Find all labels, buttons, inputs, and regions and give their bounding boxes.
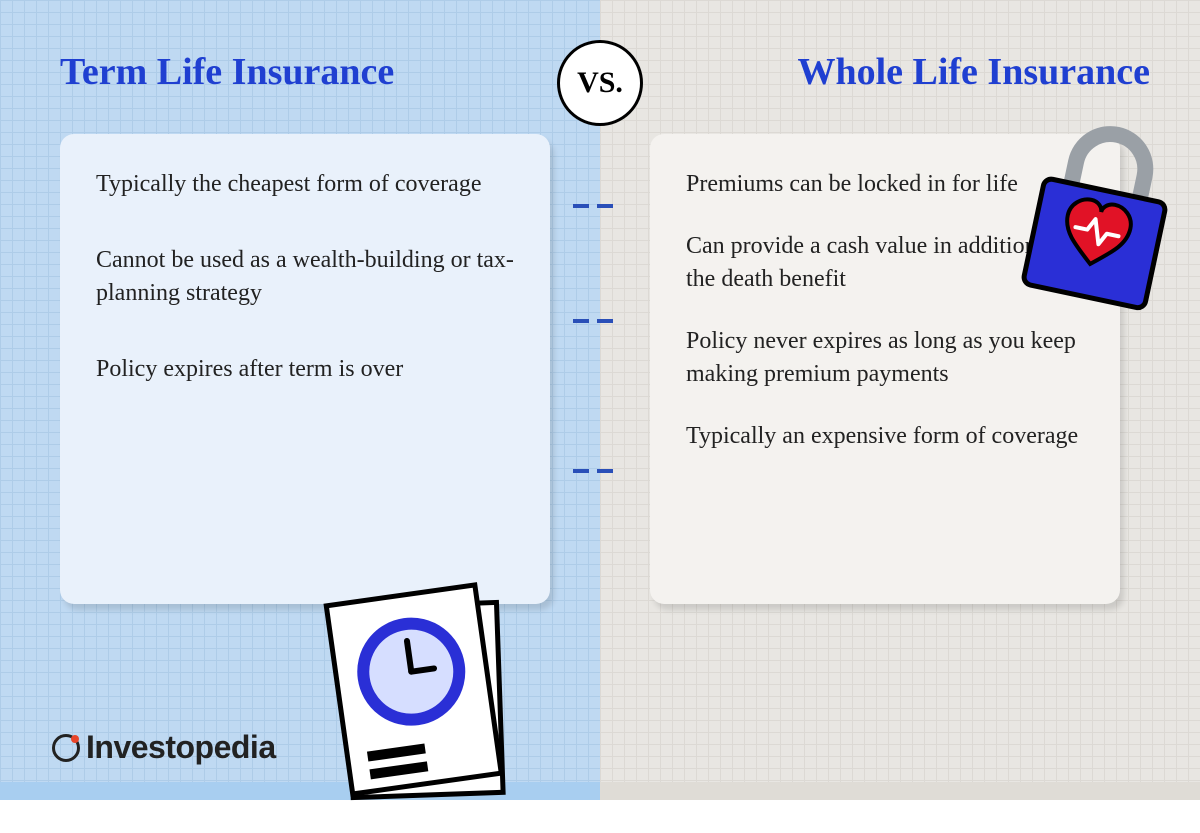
brand-logo: Investopedia	[52, 729, 276, 766]
vs-label: VS.	[577, 66, 623, 100]
separator-dash	[573, 460, 627, 464]
left-point: Typically the cheapest form of coverage	[96, 168, 514, 200]
left-card: Typically the cheapest form of coverage …	[60, 134, 550, 604]
vs-badge: VS.	[557, 40, 643, 126]
separator-dash	[573, 310, 627, 314]
separator-dash	[573, 195, 627, 199]
left-point: Cannot be used as a wealth-building or t…	[96, 244, 514, 309]
left-point: Policy expires after term is over	[96, 353, 514, 385]
bottom-strip	[600, 782, 1200, 800]
left-title: Term Life Insurance	[40, 50, 560, 94]
brand-name: Investopedia	[86, 729, 276, 766]
brand-logo-mark-icon	[52, 734, 80, 762]
right-point: Typically an expensive form of coverage	[686, 420, 1084, 452]
right-title: Whole Life Insurance	[640, 50, 1160, 94]
right-point: Policy never expires as long as you keep…	[686, 325, 1084, 390]
document-clock-icon	[304, 562, 546, 833]
